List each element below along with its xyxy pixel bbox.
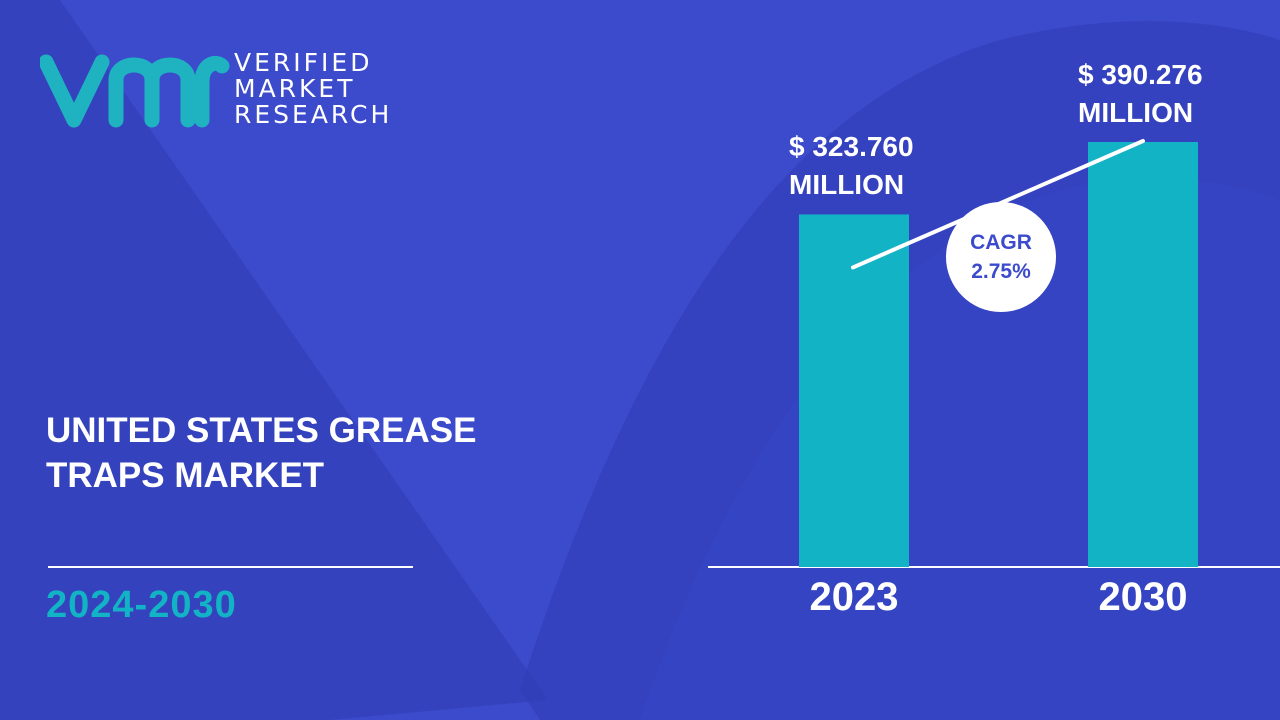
logo-line-verified: VERIFIED <box>234 48 373 77</box>
market-title-line2: TRAPS MARKET <box>46 456 325 495</box>
forecast-period: 2024-2030 <box>46 584 237 626</box>
logo-v-mark <box>40 54 110 128</box>
market-title-line1: UNITED STATES GREASE <box>46 411 477 450</box>
cagr-value: 2.75% <box>971 260 1031 283</box>
title-divider <box>48 566 413 568</box>
value-label-2030: $ 390.276 MILLION <box>1078 56 1203 132</box>
market-title: UNITED STATES GREASE TRAPS MARKET <box>46 408 486 498</box>
value-label-unit: MILLION <box>1078 97 1194 128</box>
logo-line-research: RESEARCH <box>234 100 393 129</box>
value-label-amount: $ 323.760 <box>789 131 914 163</box>
logo-r-mark <box>194 55 230 128</box>
vmr-logo <box>40 54 230 128</box>
cagr-label: CAGR <box>970 231 1032 254</box>
cagr-badge: CAGR 2.75% <box>946 202 1056 312</box>
value-label-2023: $ 323.760 MILLION <box>789 128 914 204</box>
value-label-unit: MILLION <box>789 169 905 201</box>
logo-m-mark <box>108 57 196 128</box>
bar-2030 <box>1088 142 1198 567</box>
logo-wordmark: VERIFIED MARKET RESEARCH <box>234 50 392 128</box>
background-v-left-stroke <box>0 0 548 720</box>
x-tick-label-2023: 2023 <box>809 575 899 619</box>
value-label-amount: $ 390.276 <box>1078 59 1203 90</box>
bar-2023 <box>799 214 909 567</box>
logo-line-market: MARKET <box>234 74 356 103</box>
x-tick-label-2030: 2030 <box>1098 575 1188 619</box>
